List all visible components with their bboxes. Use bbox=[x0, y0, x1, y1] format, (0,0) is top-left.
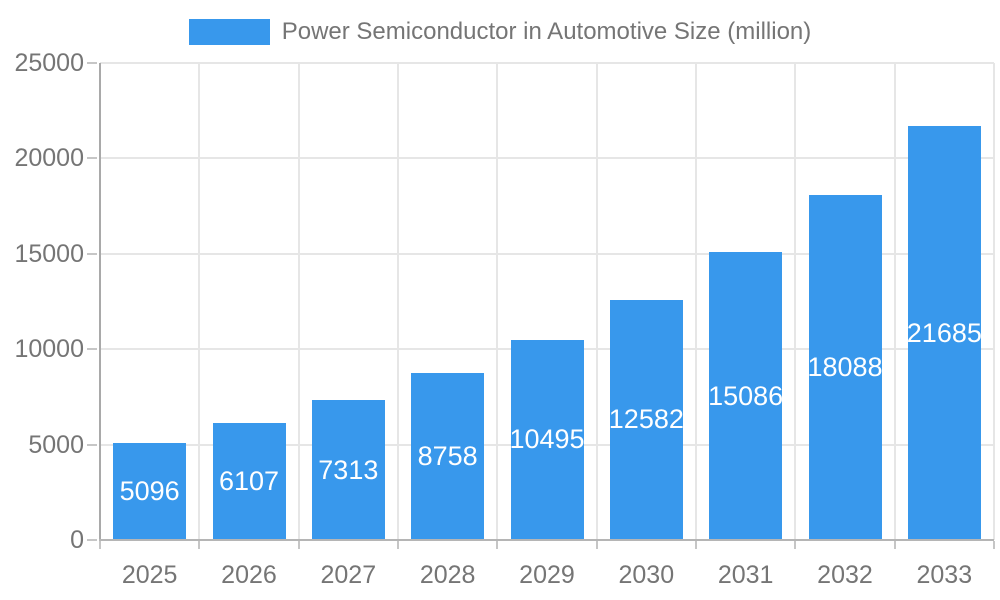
x-tick bbox=[297, 541, 300, 549]
x-tick-label: 2025 bbox=[121, 561, 178, 589]
x-tick-label: 2032 bbox=[817, 561, 873, 589]
v-gridline bbox=[993, 63, 995, 540]
x-tick-label: 2029 bbox=[519, 561, 575, 589]
x-tick-label: 2031 bbox=[717, 561, 774, 589]
x-tick bbox=[794, 541, 797, 549]
bar-value-label: 21685 bbox=[906, 317, 982, 348]
legend: Power Semiconductor in Automotive Size (… bbox=[0, 18, 1000, 46]
bar-value-label: 7313 bbox=[318, 454, 379, 485]
x-tick-label: 2028 bbox=[419, 561, 476, 589]
bar: 5096 bbox=[113, 442, 187, 540]
y-tick bbox=[87, 252, 97, 255]
y-tick bbox=[87, 443, 97, 446]
bar-value-label: 8758 bbox=[417, 440, 478, 471]
v-gridline bbox=[893, 63, 896, 540]
v-gridline bbox=[297, 63, 300, 540]
bar: 8758 bbox=[411, 372, 485, 540]
bar-value-label: 12582 bbox=[608, 404, 684, 435]
bar-value-label: 10495 bbox=[509, 424, 585, 455]
x-tick bbox=[496, 541, 499, 549]
y-tick-label: 15000 bbox=[14, 239, 84, 268]
bar: 7313 bbox=[311, 400, 385, 540]
legend-label: Power Semiconductor in Automotive Size (… bbox=[281, 18, 812, 45]
x-tick bbox=[695, 541, 697, 549]
x-tick bbox=[893, 541, 896, 549]
y-tick-label: 20000 bbox=[14, 144, 84, 173]
bar: 21685 bbox=[906, 126, 982, 540]
y-tick bbox=[87, 539, 97, 541]
bar: 15086 bbox=[708, 252, 784, 540]
bar-value-label: 18088 bbox=[807, 351, 883, 382]
bar: 12582 bbox=[608, 299, 684, 540]
x-tick-label: 2027 bbox=[320, 561, 377, 589]
h-gridline bbox=[100, 252, 994, 255]
y-tick-label: 10000 bbox=[14, 335, 84, 364]
h-gridline bbox=[100, 157, 994, 160]
x-axis-line bbox=[99, 539, 994, 541]
legend-swatch bbox=[188, 19, 270, 45]
plot-area: 5096 6107 7313 8758 10495 12582 15086 18088 2168… bbox=[100, 62, 995, 540]
y-tick-label: 25000 bbox=[14, 49, 84, 77]
x-tick bbox=[993, 541, 995, 549]
v-gridline bbox=[595, 63, 598, 540]
h-gridline bbox=[100, 62, 994, 64]
v-gridline bbox=[496, 63, 499, 540]
x-tick bbox=[198, 541, 201, 549]
x-tick bbox=[397, 541, 399, 549]
y-tick-label: 0 bbox=[70, 526, 84, 554]
x-tick bbox=[595, 541, 598, 549]
y-tick bbox=[87, 348, 97, 351]
v-gridline bbox=[198, 63, 201, 540]
v-gridline bbox=[794, 63, 797, 540]
x-tick-label: 2026 bbox=[221, 561, 277, 589]
y-tick-label: 5000 bbox=[28, 430, 84, 459]
bar: 10495 bbox=[509, 339, 585, 540]
x-tick-label: 2030 bbox=[618, 561, 675, 589]
v-gridline bbox=[397, 63, 399, 540]
y-tick bbox=[87, 62, 97, 64]
bar: 18088 bbox=[807, 194, 883, 540]
v-gridline bbox=[695, 63, 697, 540]
y-axis-line bbox=[99, 63, 101, 540]
bar: 6107 bbox=[212, 423, 286, 540]
bar-value-label: 15086 bbox=[708, 380, 784, 411]
bar-value-label: 6107 bbox=[218, 466, 280, 497]
bar-value-label: 5096 bbox=[119, 475, 180, 506]
x-tick-label: 2033 bbox=[916, 561, 973, 589]
y-tick bbox=[87, 157, 97, 160]
x-tick bbox=[99, 541, 101, 549]
